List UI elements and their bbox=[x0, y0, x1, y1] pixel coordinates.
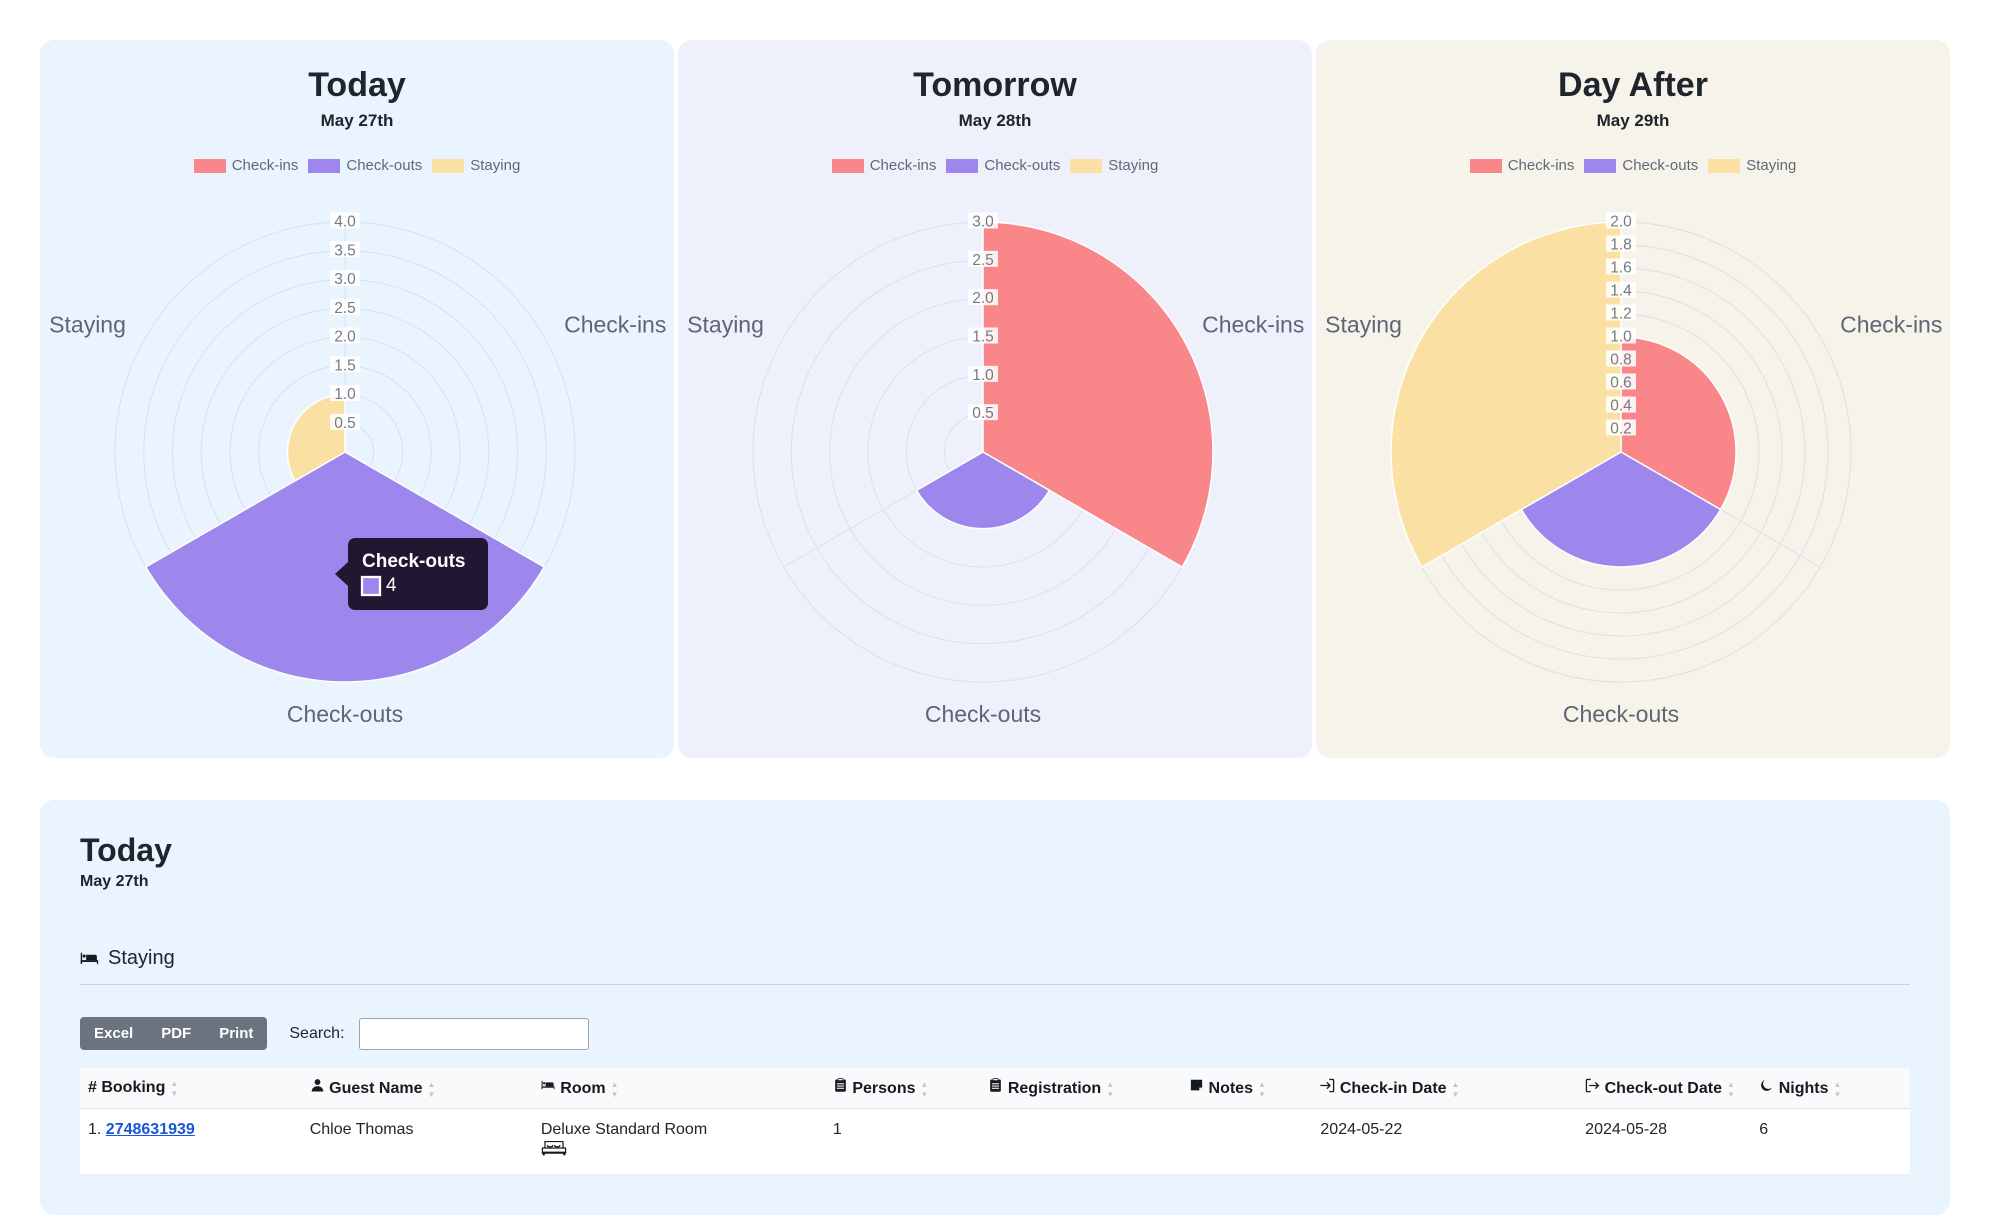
svg-text:Check-outs: Check-outs bbox=[925, 701, 1041, 727]
svg-text:Check-outs: Check-outs bbox=[362, 551, 465, 572]
svg-text:2.0: 2.0 bbox=[334, 329, 356, 346]
svg-text:0.2: 0.2 bbox=[1610, 421, 1632, 438]
svg-text:2.0: 2.0 bbox=[972, 290, 994, 307]
svg-text:1.8: 1.8 bbox=[1610, 237, 1632, 254]
svg-text:4.0: 4.0 bbox=[334, 214, 356, 231]
svg-text:4: 4 bbox=[386, 575, 397, 596]
svg-text:1.0: 1.0 bbox=[972, 367, 994, 384]
svg-text:1.2: 1.2 bbox=[1610, 306, 1632, 323]
svg-text:0.5: 0.5 bbox=[334, 415, 356, 432]
svg-text:0.8: 0.8 bbox=[1610, 352, 1632, 369]
svg-text:Check-outs: Check-outs bbox=[287, 701, 403, 727]
svg-text:1.0: 1.0 bbox=[334, 386, 356, 403]
svg-text:1.5: 1.5 bbox=[972, 329, 994, 346]
svg-text:Staying: Staying bbox=[687, 312, 764, 338]
svg-text:1.0: 1.0 bbox=[1610, 329, 1632, 346]
svg-text:1.6: 1.6 bbox=[1610, 260, 1632, 277]
svg-text:Check-ins: Check-ins bbox=[1202, 312, 1304, 338]
svg-text:2.0: 2.0 bbox=[1610, 214, 1632, 231]
svg-text:2.5: 2.5 bbox=[972, 252, 994, 269]
svg-text:1.4: 1.4 bbox=[1610, 283, 1632, 300]
svg-text:0.6: 0.6 bbox=[1610, 375, 1632, 392]
svg-text:Staying: Staying bbox=[1325, 312, 1402, 338]
svg-text:3.0: 3.0 bbox=[334, 271, 356, 288]
svg-text:3.5: 3.5 bbox=[334, 242, 356, 259]
svg-text:Staying: Staying bbox=[49, 312, 126, 338]
svg-text:3.0: 3.0 bbox=[972, 214, 994, 231]
svg-text:1.5: 1.5 bbox=[334, 357, 356, 374]
svg-text:Check-ins: Check-ins bbox=[564, 312, 666, 338]
svg-text:Check-ins: Check-ins bbox=[1840, 312, 1942, 338]
svg-text:Check-outs: Check-outs bbox=[1563, 701, 1679, 727]
svg-text:0.5: 0.5 bbox=[972, 405, 994, 422]
svg-text:0.4: 0.4 bbox=[1610, 398, 1632, 415]
svg-text:2.5: 2.5 bbox=[334, 300, 356, 317]
